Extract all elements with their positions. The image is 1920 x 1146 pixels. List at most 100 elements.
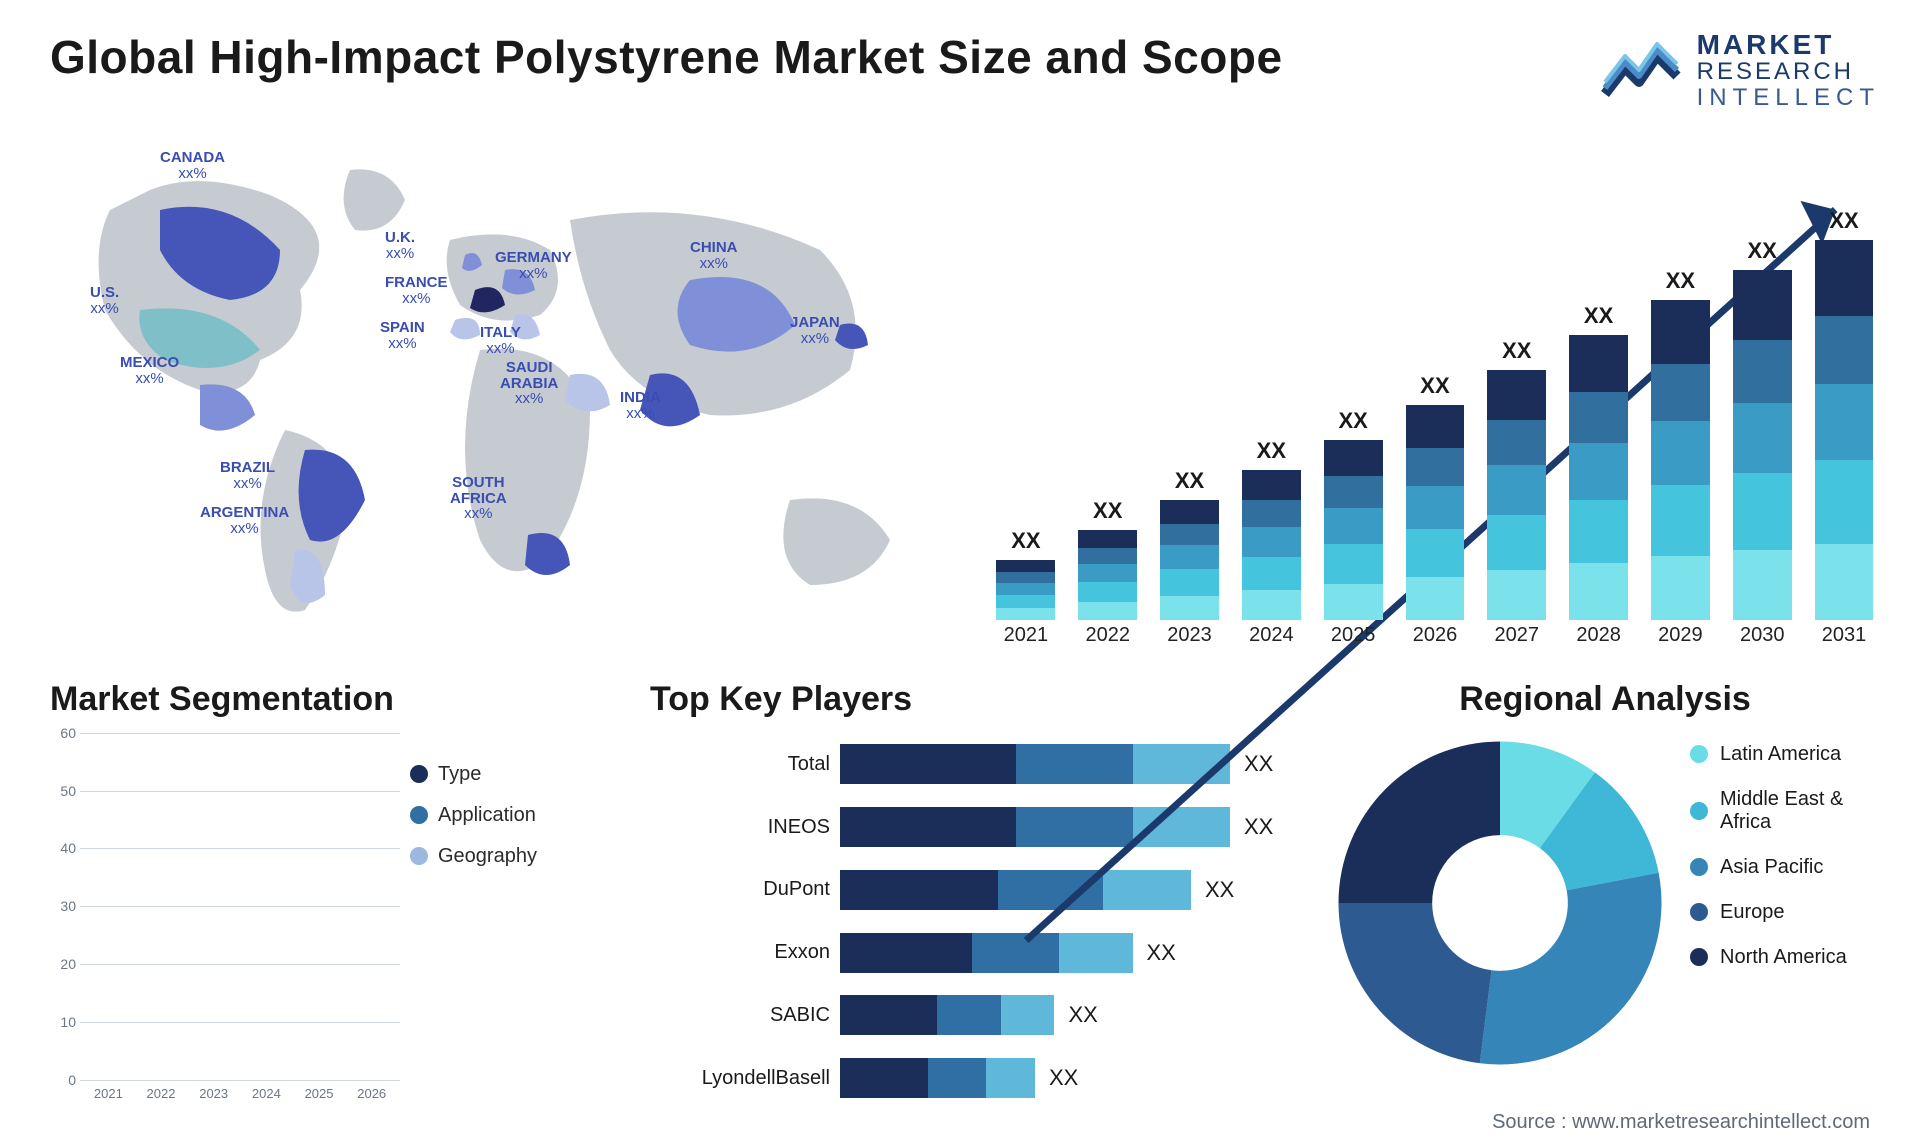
growth-xtick: 2027	[1481, 620, 1553, 650]
growth-bar: XX	[990, 528, 1062, 620]
seg-legend-item: Type	[410, 763, 610, 786]
map-label-name: U.S.	[90, 284, 119, 301]
kp-bar: XX	[840, 995, 1290, 1035]
donut-slice	[1339, 741, 1501, 903]
regional-legend: Latin America Middle East & Africa Asia Pa…	[1690, 733, 1880, 969]
key-players-chart: TotalINEOSDuPontExxonSABICLyondellBasell…	[650, 733, 1290, 1110]
regional-legend-item: Middle East & Africa	[1690, 788, 1880, 834]
kp-name: INEOS	[650, 816, 830, 839]
map-label-name: JAPAN	[790, 314, 840, 331]
segmentation-legend: TypeApplicationGeography	[410, 763, 610, 868]
map-label-pct: xx%	[385, 246, 415, 262]
logo-mark-icon	[1599, 34, 1683, 106]
growth-bar-label: XX	[1420, 373, 1449, 399]
growth-xtick: 2022	[1072, 620, 1144, 650]
regional-legend-label: Latin America	[1720, 743, 1841, 766]
map-label-safrica: SOUTHAFRICAxx%	[450, 475, 507, 522]
map-label-france: FRANCExx%	[385, 275, 448, 307]
map-label-pct: xx%	[620, 406, 661, 422]
map-label-pct: xx%	[500, 391, 558, 407]
growth-xtick: 2025	[1317, 620, 1389, 650]
seg-legend-item: Geography	[410, 845, 610, 868]
map-label-brazil: BRAZILxx%	[220, 460, 275, 492]
growth-xtick: 2023	[1154, 620, 1226, 650]
segmentation-title: Market Segmentation	[50, 680, 610, 719]
regional-legend-item: North America	[1690, 946, 1880, 969]
segmentation-chart: 0102030405060 202120222023202420252026 T…	[50, 733, 610, 1110]
kp-bar: XX	[840, 870, 1290, 910]
map-label-name: ARGENTINA	[200, 504, 289, 521]
seg-xtick: 2026	[349, 1082, 394, 1110]
donut-chart	[1330, 733, 1670, 1073]
map-label-pct: xx%	[480, 341, 521, 357]
growth-bar-label: XX	[1175, 468, 1204, 494]
donut-slice	[1480, 873, 1662, 1065]
page-title: Global High-Impact Polystyrene Market Si…	[50, 30, 1283, 84]
growth-bar-label: XX	[1011, 528, 1040, 554]
bottom-row: Market Segmentation 0102030405060 202120…	[50, 680, 1880, 1110]
logo-line3: INTELLECT	[1697, 85, 1880, 110]
kp-bar: XX	[840, 933, 1290, 973]
regional-legend-label: Asia Pacific	[1720, 856, 1823, 879]
map-label-name: INDIA	[620, 389, 661, 406]
growth-bar-label: XX	[1748, 238, 1777, 264]
map-label-spain: SPAINxx%	[380, 320, 425, 352]
map-label-name: MEXICO	[120, 354, 179, 371]
growth-xtick: 2031	[1808, 620, 1880, 650]
map-label-pct: xx%	[220, 476, 275, 492]
regional-legend-item: Europe	[1690, 901, 1880, 924]
seg-legend-label: Geography	[438, 845, 537, 868]
growth-bar: XX	[1563, 303, 1635, 620]
growth-bar: XX	[1481, 338, 1553, 620]
page: Global High-Impact Polystyrene Market Si…	[0, 0, 1920, 1146]
map-label-name: SAUDIARABIA	[500, 359, 558, 392]
growth-bar-label: XX	[1829, 208, 1858, 234]
map-label-pct: xx%	[450, 506, 507, 522]
growth-xtick: 2029	[1645, 620, 1717, 650]
seg-ytick: 10	[60, 1014, 76, 1030]
kp-value: XX	[1205, 877, 1234, 903]
seg-xtick: 2024	[244, 1082, 289, 1110]
map-label-name: ITALY	[480, 324, 521, 341]
kp-bar: XX	[840, 807, 1290, 847]
growth-bar: XX	[1154, 468, 1226, 620]
map-label-germany: GERMANYxx%	[495, 250, 572, 282]
map-label-canada: CANADAxx%	[160, 150, 225, 182]
kp-value: XX	[1244, 814, 1273, 840]
kp-name: Total	[650, 753, 830, 776]
seg-xtick: 2023	[191, 1082, 236, 1110]
regional-legend-item: Asia Pacific	[1690, 856, 1880, 879]
growth-xtick: 2030	[1726, 620, 1798, 650]
header: Global High-Impact Polystyrene Market Si…	[50, 30, 1880, 110]
growth-bar: XX	[1072, 498, 1144, 620]
logo-line1: MARKET	[1697, 30, 1880, 59]
growth-bar-label: XX	[1666, 268, 1695, 294]
seg-ytick: 40	[60, 840, 76, 856]
regional-legend-label: North America	[1720, 946, 1847, 969]
map-label-pct: xx%	[495, 266, 572, 282]
map-label-uk: U.K.xx%	[385, 230, 415, 262]
growth-bar-label: XX	[1584, 303, 1613, 329]
kp-name: Exxon	[650, 941, 830, 964]
growth-bar-label: XX	[1502, 338, 1531, 364]
map-label-name: FRANCE	[385, 274, 448, 291]
map-label-name: BRAZIL	[220, 459, 275, 476]
map-label-pct: xx%	[90, 301, 119, 317]
kp-value: XX	[1069, 1002, 1098, 1028]
seg-ytick: 50	[60, 783, 76, 799]
seg-xtick: 2021	[86, 1082, 131, 1110]
map-label-name: CANADA	[160, 149, 225, 166]
kp-value: XX	[1244, 751, 1273, 777]
regional-chart: Latin America Middle East & Africa Asia Pa…	[1330, 733, 1880, 1110]
world-map-panel: CANADAxx%U.S.xx%MEXICOxx%BRAZILxx%ARGENT…	[50, 130, 950, 650]
brand-logo: MARKET RESEARCH INTELLECT	[1599, 30, 1880, 110]
map-label-name: CHINA	[690, 239, 738, 256]
map-label-pct: xx%	[385, 291, 448, 307]
map-label-pct: xx%	[160, 166, 225, 182]
growth-bar: XX	[1235, 438, 1307, 620]
growth-bar-label: XX	[1257, 438, 1286, 464]
map-label-pct: xx%	[120, 371, 179, 387]
seg-ytick: 0	[68, 1072, 76, 1088]
market-growth-chart: XXXXXXXXXXXXXXXXXXXXXX 20212022202320242…	[990, 130, 1880, 650]
map-label-argentina: ARGENTINAxx%	[200, 505, 289, 537]
